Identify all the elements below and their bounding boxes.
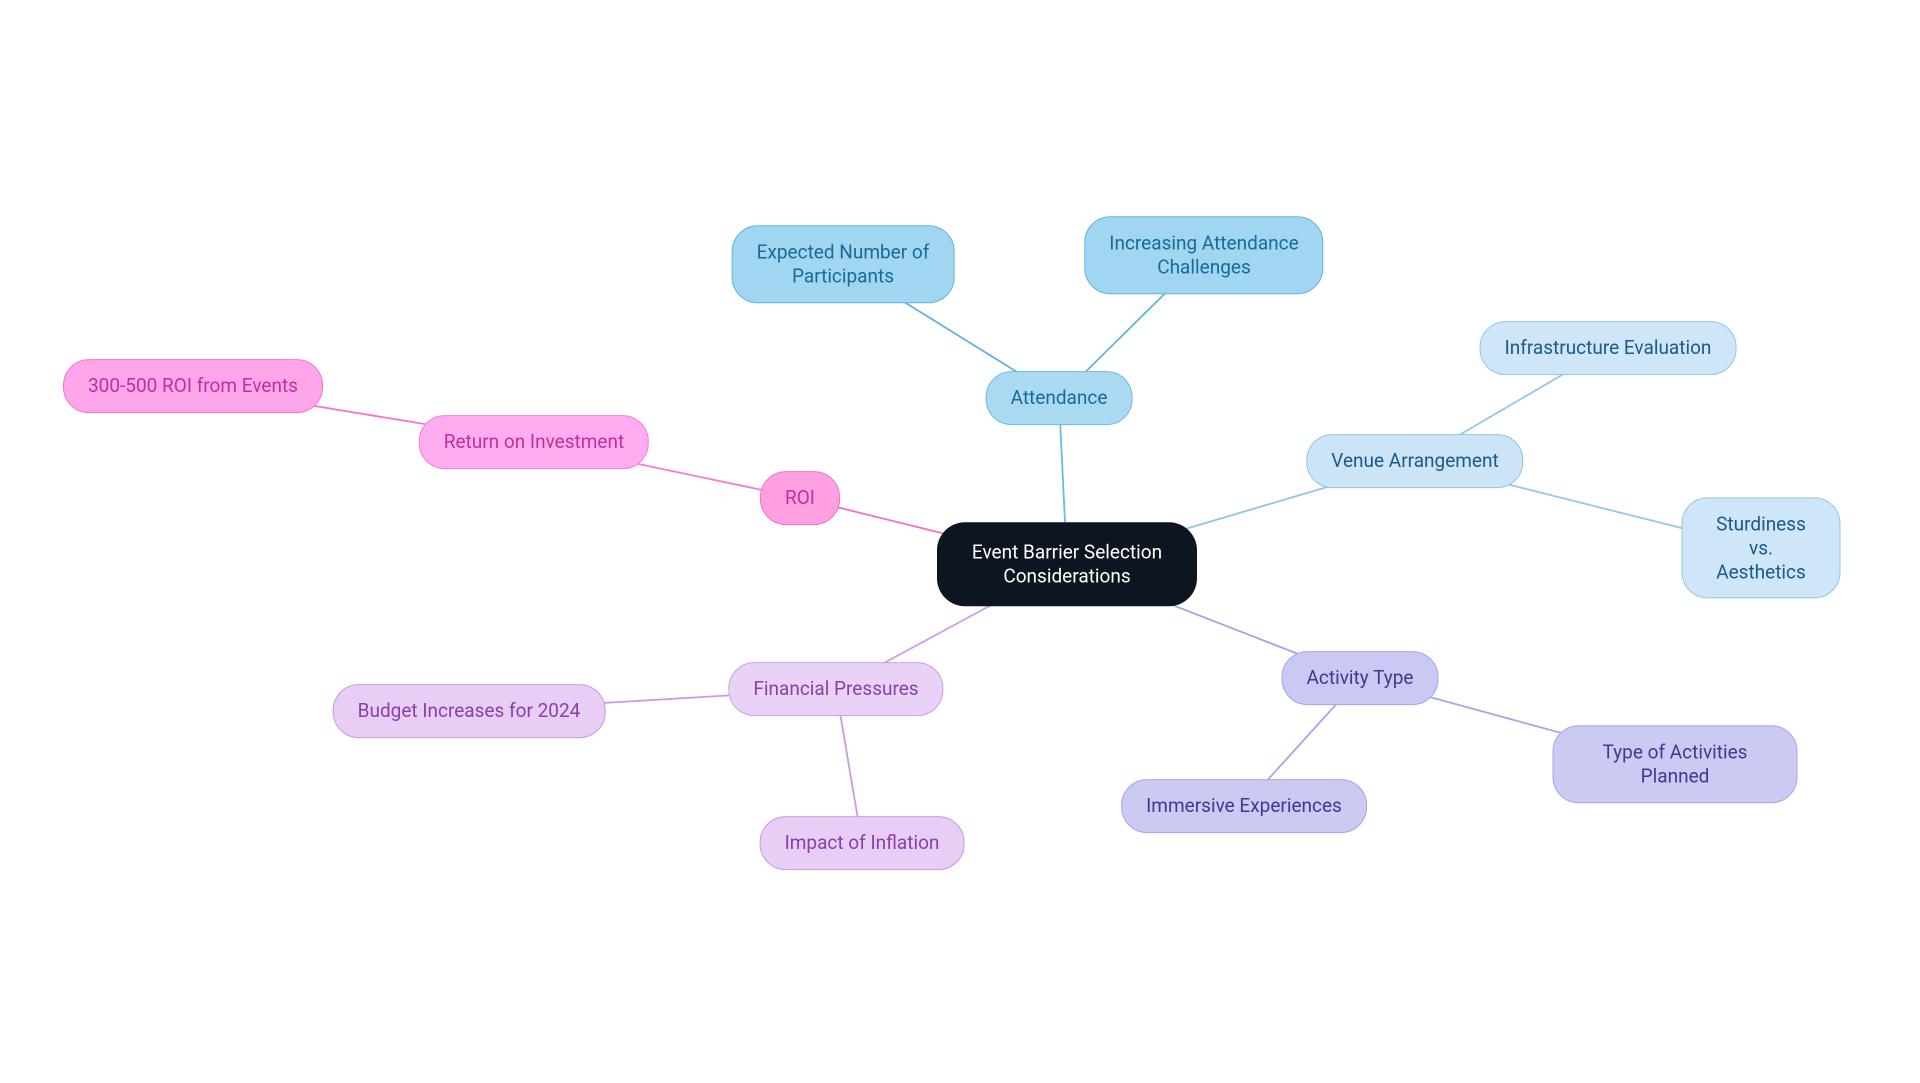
node-infrastructure: Infrastructure Evaluation <box>1480 321 1737 375</box>
node-venue: Venue Arrangement <box>1306 434 1523 488</box>
node-roi-return: Return on Investment <box>419 415 649 469</box>
node-attendance-challenges: Increasing Attendance Challenges <box>1084 216 1323 294</box>
node-roi-300-500: 300-500 ROI from Events <box>63 359 323 413</box>
node-roi: ROI <box>760 471 840 525</box>
node-activities-planned: Type of Activities Planned <box>1553 725 1798 803</box>
node-budget: Budget Increases for 2024 <box>333 684 606 738</box>
mindmap-diagram: Event Barrier Selection Considerations A… <box>0 0 1920 1083</box>
root-node: Event Barrier Selection Considerations <box>937 522 1197 606</box>
node-finance: Financial Pressures <box>728 662 943 716</box>
node-attendance: Attendance <box>986 371 1133 425</box>
node-immersive: Immersive Experiences <box>1121 779 1367 833</box>
node-inflation: Impact of Inflation <box>760 816 965 870</box>
node-activity: Activity Type <box>1282 651 1439 705</box>
node-sturdiness: Sturdiness vs. Aesthetics <box>1682 497 1841 598</box>
node-expected-participants: Expected Number of Participants <box>732 225 955 303</box>
